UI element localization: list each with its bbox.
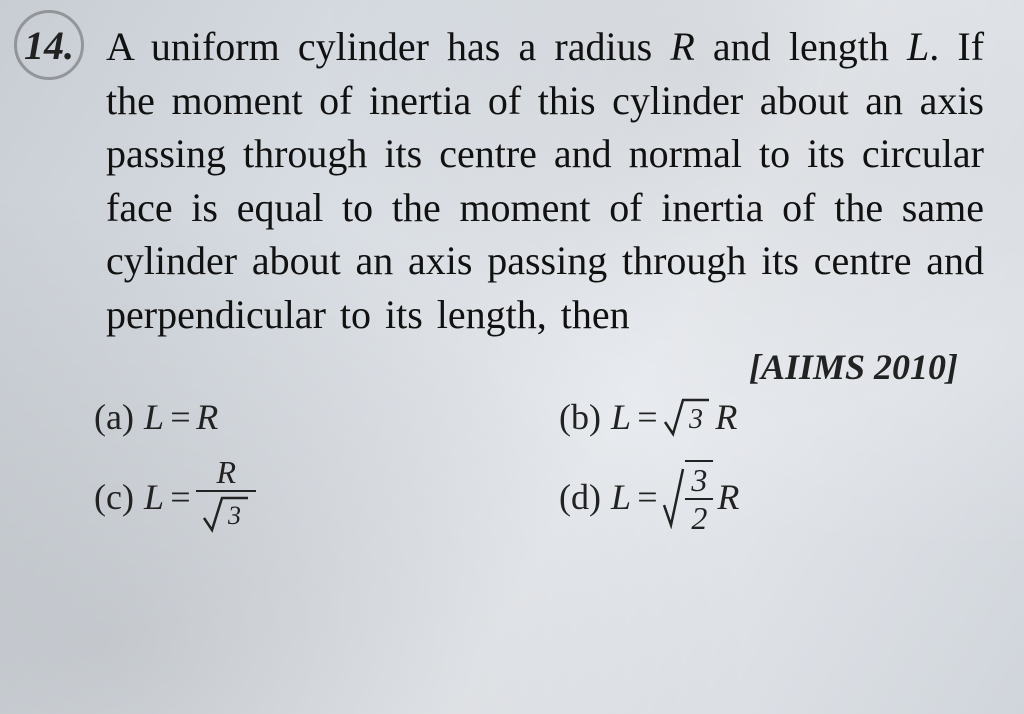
sqrt-icon: 3 (202, 494, 250, 534)
option-b-label: (b) (559, 396, 601, 438)
option-d-eq: L = 3 2 R (611, 460, 739, 534)
option-d: (d) L = 3 2 R (559, 456, 984, 539)
sqrt-icon: 3 (663, 396, 711, 438)
opt-d-eqs: = (635, 476, 659, 518)
question-text: A uniform cylinder has a radius R and le… (106, 20, 984, 342)
option-a: (a) L = R (94, 396, 519, 438)
opt-c-den-radicand: 3 (227, 501, 241, 530)
opt-a-rhs: R (196, 396, 218, 438)
var-R: R (670, 24, 694, 69)
fraction: R 3 (196, 456, 256, 539)
opt-c-lhs: L (144, 476, 164, 518)
opt-b-eqs: = (635, 396, 659, 438)
opt-c-num: R (211, 456, 243, 488)
option-c-label: (c) (94, 476, 134, 518)
sqrt-icon: 3 2 (663, 460, 713, 534)
opt-a-lhs: L (144, 396, 164, 438)
question-number-circle: 14. (14, 10, 84, 80)
option-c: (c) L = R 3 (94, 456, 519, 539)
option-d-label: (d) (559, 476, 601, 518)
options-grid: (a) L = R (b) L = 3 R (94, 396, 984, 539)
question-number: 14. (24, 22, 74, 69)
opt-b-radicand: 3 (688, 404, 703, 435)
opt-a-eqs: = (168, 396, 192, 438)
qtext-p2: and length (695, 24, 907, 69)
fraction-bar (196, 490, 256, 492)
page: 14. A uniform cylinder has a radius R an… (0, 0, 1024, 559)
opt-c-den: 3 (196, 494, 256, 539)
option-c-eq: L = R 3 (144, 456, 256, 539)
opt-d-fden: 2 (685, 502, 713, 534)
opt-b-lhs: L (611, 396, 631, 438)
var-L: L (907, 24, 929, 69)
qtext-p1: A uniform cylinder has a radius (106, 24, 670, 69)
source-tag: [AIIMS 2010] (20, 346, 958, 388)
option-a-eq: L = R (144, 396, 218, 438)
option-b-eq: L = 3 R (611, 396, 737, 438)
qtext-p3: . If the moment of inertia of this cylin… (106, 24, 984, 337)
opt-c-eqs: = (168, 476, 192, 518)
opt-d-trail: R (717, 476, 739, 518)
option-a-label: (a) (94, 396, 134, 438)
opt-d-lhs: L (611, 476, 631, 518)
fraction: 3 2 (685, 460, 713, 534)
opt-b-trail: R (715, 396, 737, 438)
opt-d-fnum: 3 (685, 464, 713, 496)
option-b: (b) L = 3 R (559, 396, 984, 438)
